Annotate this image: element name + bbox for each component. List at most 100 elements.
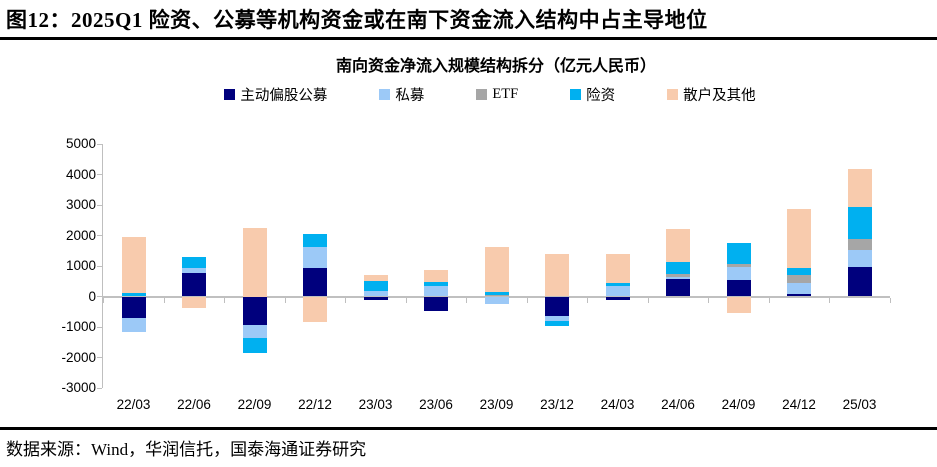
bar-segment [545, 320, 569, 327]
bar-segment [726, 280, 751, 297]
y-tick [97, 387, 102, 389]
bar-segment [363, 291, 388, 297]
legend-item: 私募 [379, 84, 424, 105]
bar-segment [303, 233, 327, 248]
x-tick-label: 23/03 [358, 397, 393, 412]
legend-item: ETF [476, 86, 518, 103]
y-tick-label: 1000 [65, 258, 96, 273]
bar-segment [605, 296, 630, 301]
x-tick [284, 297, 286, 303]
legend-swatch-icon [570, 89, 582, 100]
legend-item: 险资 [570, 84, 615, 105]
y-tick-label: 2000 [65, 227, 96, 243]
bar-segment [242, 296, 267, 326]
y-tick [97, 265, 102, 267]
x-tick [163, 297, 165, 303]
x-tick-label: 22/12 [298, 397, 332, 412]
bar-segment [545, 296, 569, 317]
bar-segment [484, 291, 509, 295]
x-tick-label: 22/06 [177, 397, 211, 412]
legend-item: 主动偏股公募 [224, 84, 327, 105]
y-tick-label: 3000 [65, 197, 96, 212]
bar-segment [121, 293, 146, 297]
bar-segment [787, 275, 811, 283]
bar-segment [182, 273, 206, 297]
bar-segment [726, 242, 751, 264]
chart-legend: 主动偏股公募 私募 ETF 险资 散户及其他 [90, 84, 890, 105]
plot-area [97, 143, 891, 389]
bar-segment [666, 278, 690, 297]
legend-label: 险资 [586, 88, 616, 104]
legend-label: ETF [492, 86, 519, 102]
x-tick [466, 297, 468, 303]
x-tick [889, 297, 891, 303]
bar-segment [242, 227, 267, 297]
bar-segment [787, 282, 811, 294]
x-tick-label: 22/03 [116, 397, 151, 412]
bar-segment [605, 286, 630, 297]
y-tick-label: 0 [88, 288, 96, 304]
x-tick-label: 24/06 [661, 397, 695, 412]
y-axis-line [102, 144, 103, 388]
x-tick [405, 297, 407, 303]
y-tick [97, 235, 102, 236]
legend-label: 主动偏股公募 [240, 88, 328, 104]
x-tick [587, 297, 589, 303]
legend-label: 散户及其他 [683, 88, 756, 104]
bar-segment [847, 206, 872, 239]
y-tick [97, 296, 102, 297]
bar-segment [303, 268, 327, 297]
x-tick-label: 25/03 [842, 397, 877, 412]
y-tick [97, 357, 102, 358]
bar-segment [545, 253, 569, 297]
footer-divider [0, 427, 937, 430]
x-tick [829, 297, 831, 303]
y-tick-label: -2000 [61, 349, 96, 365]
bar-segment [847, 238, 872, 251]
bar-segment [666, 262, 690, 275]
bar-segment [726, 263, 751, 267]
x-tick [647, 297, 649, 303]
bar-segment [787, 293, 811, 297]
bar-segment [847, 266, 872, 297]
bar-segment [121, 317, 146, 332]
bar-segment [545, 316, 569, 321]
page-title: 图12：2025Q1 险资、公募等机构资金或在南下资金流入结构中占主导地位 [6, 8, 708, 32]
x-tick-label: 24/03 [600, 397, 635, 412]
legend-label: 私募 [395, 88, 425, 104]
bar-segment [242, 337, 267, 353]
bar-segment [182, 257, 206, 269]
bar-segment [303, 296, 327, 323]
x-tick [768, 297, 770, 303]
bar-segment [363, 274, 388, 281]
x-tick-label: 22/09 [237, 397, 272, 412]
bar-segment [605, 254, 630, 283]
bar-segment [666, 229, 690, 263]
y-tick [97, 204, 102, 206]
x-tick [103, 297, 105, 303]
x-tick-label: 23/12 [540, 397, 574, 412]
bar-segment [484, 246, 509, 292]
bar-segment [484, 296, 509, 305]
x-tick [224, 297, 226, 303]
x-tick-label: 24/09 [721, 397, 756, 412]
bar-segment [182, 268, 206, 273]
bar-segment [424, 269, 448, 282]
bar-segment [666, 276, 690, 279]
x-tick-label: 23/09 [479, 397, 514, 412]
bar-segment [847, 250, 872, 267]
title-divider [0, 37, 937, 40]
legend-swatch-icon [379, 89, 391, 100]
y-tick-label: -3000 [61, 380, 96, 395]
bar-segment [303, 247, 327, 269]
y-tick-label: 5000 [65, 136, 96, 151]
bar-segment [424, 285, 448, 297]
bar-segment [424, 296, 448, 311]
x-tick [526, 297, 528, 303]
bar-segment [424, 281, 448, 286]
legend-swatch-icon [667, 89, 679, 100]
bar-segment [182, 296, 206, 309]
data-source: 数据来源：Wind，华润信托，国泰海通证券研究 [6, 440, 367, 459]
y-tick [97, 174, 102, 175]
